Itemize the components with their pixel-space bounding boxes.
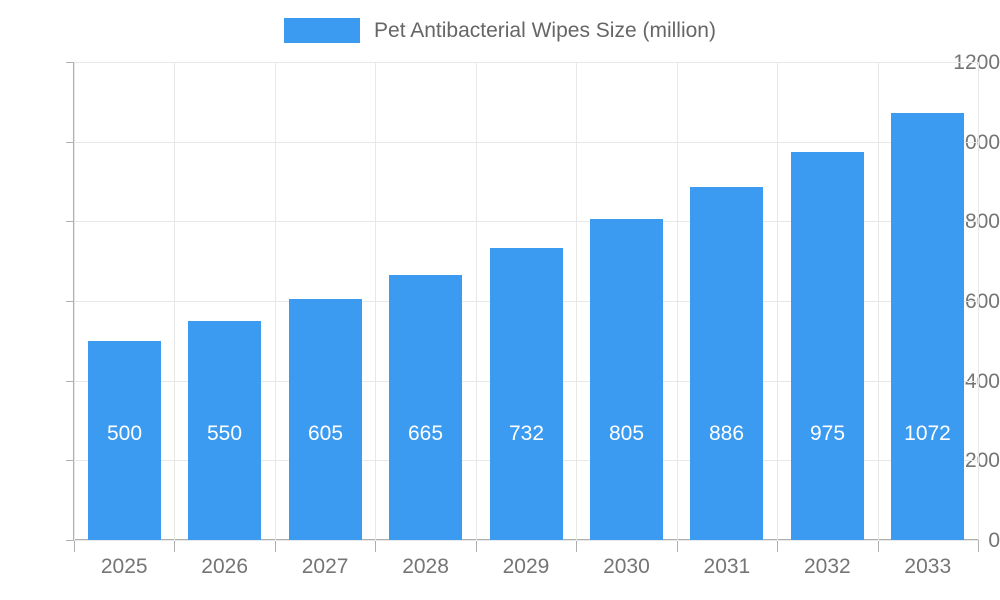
gridline-vertical [576,62,577,540]
x-tick-mark [476,541,477,552]
bar-value-label: 665 [407,422,444,445]
x-tick-label-2032: 2032 [803,555,851,578]
y-tick-label: 400 [964,369,1000,393]
bar-2027[interactable]: 605 [289,299,362,540]
bar-value-label: 886 [708,422,745,445]
x-tick-mark [174,541,175,552]
y-tick-mark [66,540,74,541]
bar-value-label: 732 [508,422,545,445]
x-tick-mark [275,541,276,552]
x-tick-mark [576,541,577,552]
x-tick-label-2029: 2029 [502,555,550,578]
y-tick-mark [66,142,74,143]
gridline-horizontal [74,540,978,541]
x-tick-label-2031: 2031 [703,555,751,578]
x-tick-label-2028: 2028 [402,555,449,578]
y-tick-label: 800 [964,210,1000,234]
gridline-vertical [476,62,477,540]
bar-2031[interactable]: 886 [690,187,763,540]
x-tick-mark [978,541,979,552]
gridline-horizontal [74,62,978,63]
y-tick-mark [66,460,74,461]
x-tick-mark [74,541,75,552]
y-tick-mark [66,221,74,222]
gridline-vertical [74,62,75,540]
y-tick-mark [66,301,74,302]
gridline-vertical [978,62,979,540]
gridline-horizontal [74,221,978,223]
gridline-vertical [174,62,175,540]
bar-2030[interactable]: 805 [590,219,663,540]
y-tick-label: 200 [964,449,1000,473]
bar-2025[interactable]: 500 [88,340,161,540]
plot-area: 500 550 605 665 732 805 886 975 1072 [74,62,979,541]
bar-value-label: 975 [809,422,846,445]
bar-value-label: 605 [307,422,344,445]
gridline-vertical [375,62,376,540]
legend-item-pet-antibacterial-wipes-size[interactable]: Pet Antibacterial Wipes Size (million) [284,17,716,43]
gridline-vertical [878,62,879,540]
x-tick-label-2026: 2026 [201,555,249,578]
gridline-horizontal [74,141,978,143]
gridline-vertical [677,62,678,540]
x-tick-label-2025: 2025 [100,555,148,578]
bar-2029[interactable]: 732 [490,248,563,540]
bar-2028[interactable]: 665 [389,275,462,540]
x-tick-mark [375,541,376,552]
x-tick-label-2027: 2027 [301,555,349,578]
chart-legend: Pet Antibacterial Wipes Size (million) [0,12,1000,48]
y-tick-mark [66,381,74,382]
bar-value-label: 1072 [904,422,951,445]
y-tick-label: 600 [964,290,1000,313]
x-tick-mark [878,541,879,552]
y-tick-label: 0 [988,529,1000,552]
legend-color-swatch-icon [284,17,361,43]
bar-2032[interactable]: 975 [791,151,864,540]
y-tick-mark [66,62,74,63]
bar-2033[interactable]: 1072 [891,113,964,540]
bar-2026[interactable]: 550 [188,320,261,540]
legend-item-label: Pet Antibacterial Wipes Size (million) [374,18,716,42]
x-tick-label-2033: 2033 [904,555,952,578]
gridline-vertical [777,62,778,540]
bar-value-label: 550 [206,422,243,445]
gridline-vertical [275,62,276,540]
x-tick-label-2030: 2030 [603,555,650,578]
x-tick-mark [777,541,778,552]
bar-value-label: 805 [608,422,645,445]
bar-value-label: 500 [106,422,143,445]
x-tick-mark [677,541,678,552]
